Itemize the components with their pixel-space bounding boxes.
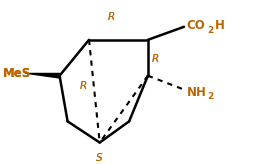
Text: R: R <box>80 81 87 91</box>
Text: CO: CO <box>187 19 206 33</box>
Polygon shape <box>25 73 60 79</box>
Text: MeS: MeS <box>3 67 32 80</box>
Text: R: R <box>108 12 115 22</box>
Text: R: R <box>152 54 159 64</box>
Text: S: S <box>96 153 102 163</box>
Text: S: S <box>96 153 102 163</box>
Text: R: R <box>80 81 87 91</box>
Text: H: H <box>215 19 225 33</box>
Text: NH: NH <box>187 86 207 99</box>
Text: MeS: MeS <box>3 67 32 80</box>
Text: R: R <box>108 12 115 22</box>
Text: 2: 2 <box>207 92 213 101</box>
Text: 2: 2 <box>207 26 213 34</box>
Text: R: R <box>152 54 159 64</box>
